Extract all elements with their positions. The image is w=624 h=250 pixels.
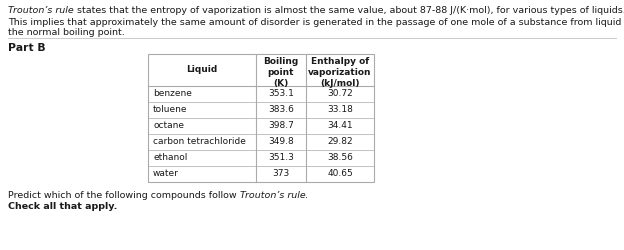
Text: Trouton’s rule: Trouton’s rule (240, 191, 305, 200)
Text: ethanol: ethanol (153, 154, 187, 162)
Text: 349.8: 349.8 (268, 138, 294, 146)
Text: 38.56: 38.56 (327, 154, 353, 162)
Text: 398.7: 398.7 (268, 122, 294, 130)
Text: octane: octane (153, 122, 184, 130)
Text: states that the entropy of vaporization is almost the same value, about 87-88 J/: states that the entropy of vaporization … (74, 6, 624, 15)
Text: This implies that approximately the same amount of disorder is generated in the : This implies that approximately the same… (8, 18, 624, 27)
Text: 33.18: 33.18 (327, 106, 353, 114)
Text: 373: 373 (272, 170, 290, 178)
Text: 40.65: 40.65 (327, 170, 353, 178)
Text: carbon tetrachloride: carbon tetrachloride (153, 138, 246, 146)
Text: the normal boiling point.: the normal boiling point. (8, 28, 125, 37)
Text: Enthalpy of
vaporization
(kJ/mol): Enthalpy of vaporization (kJ/mol) (308, 57, 372, 88)
Text: 351.3: 351.3 (268, 154, 294, 162)
Text: benzene: benzene (153, 90, 192, 98)
Text: Predict which of the following compounds follow: Predict which of the following compounds… (8, 191, 240, 200)
Text: .: . (305, 191, 308, 200)
Text: 383.6: 383.6 (268, 106, 294, 114)
Text: Check all that apply.: Check all that apply. (8, 202, 117, 211)
Text: 30.72: 30.72 (327, 90, 353, 98)
Bar (148, 54, 374, 182)
Text: 34.41: 34.41 (327, 122, 353, 130)
Text: Liquid: Liquid (187, 66, 218, 74)
Text: 353.1: 353.1 (268, 90, 294, 98)
Text: toluene: toluene (153, 106, 187, 114)
Text: water: water (153, 170, 179, 178)
Text: Part B: Part B (8, 43, 46, 53)
Text: Trouton’s rule: Trouton’s rule (8, 6, 74, 15)
Text: 29.82: 29.82 (327, 138, 353, 146)
Text: Boiling
point
(K): Boiling point (K) (263, 57, 299, 88)
